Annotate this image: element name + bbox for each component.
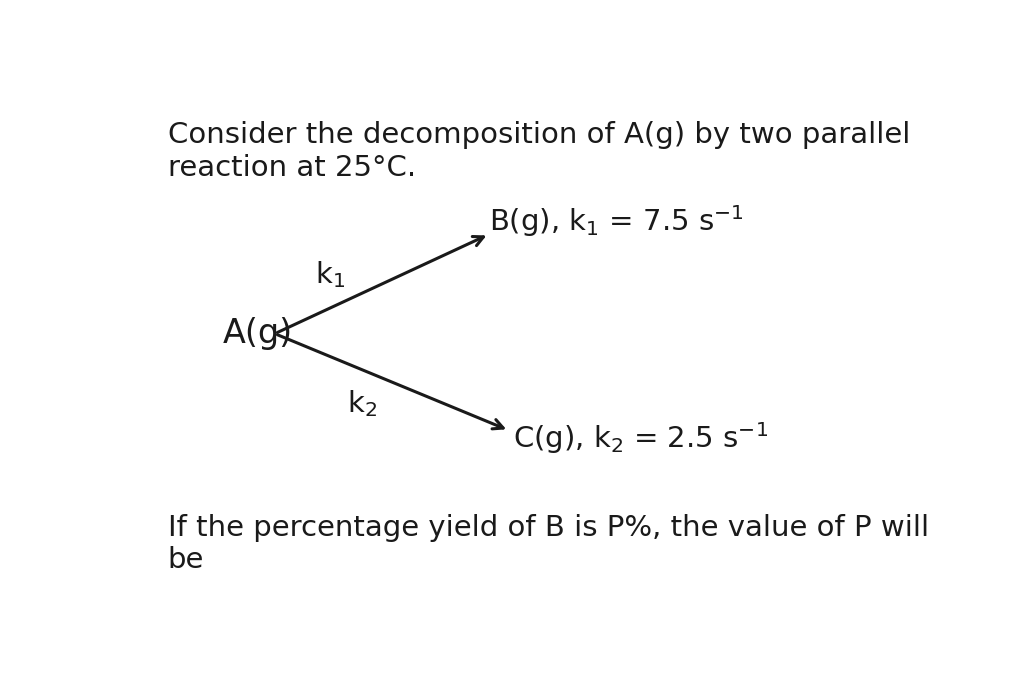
Text: If the percentage yield of B is P%, the value of P will
be: If the percentage yield of B is P%, the … [168,514,929,574]
Text: A(g): A(g) [223,317,293,350]
Text: k$_1$: k$_1$ [315,259,345,290]
Text: k$_2$: k$_2$ [347,388,377,419]
Text: B(g), k$_1$ = 7.5 s$^{-1}$: B(g), k$_1$ = 7.5 s$^{-1}$ [489,203,743,239]
Text: Consider the decomposition of A(g) by two parallel
reaction at 25°C.: Consider the decomposition of A(g) by tw… [168,121,910,181]
Text: C(g), k$_2$ = 2.5 s$^{-1}$: C(g), k$_2$ = 2.5 s$^{-1}$ [513,420,768,456]
